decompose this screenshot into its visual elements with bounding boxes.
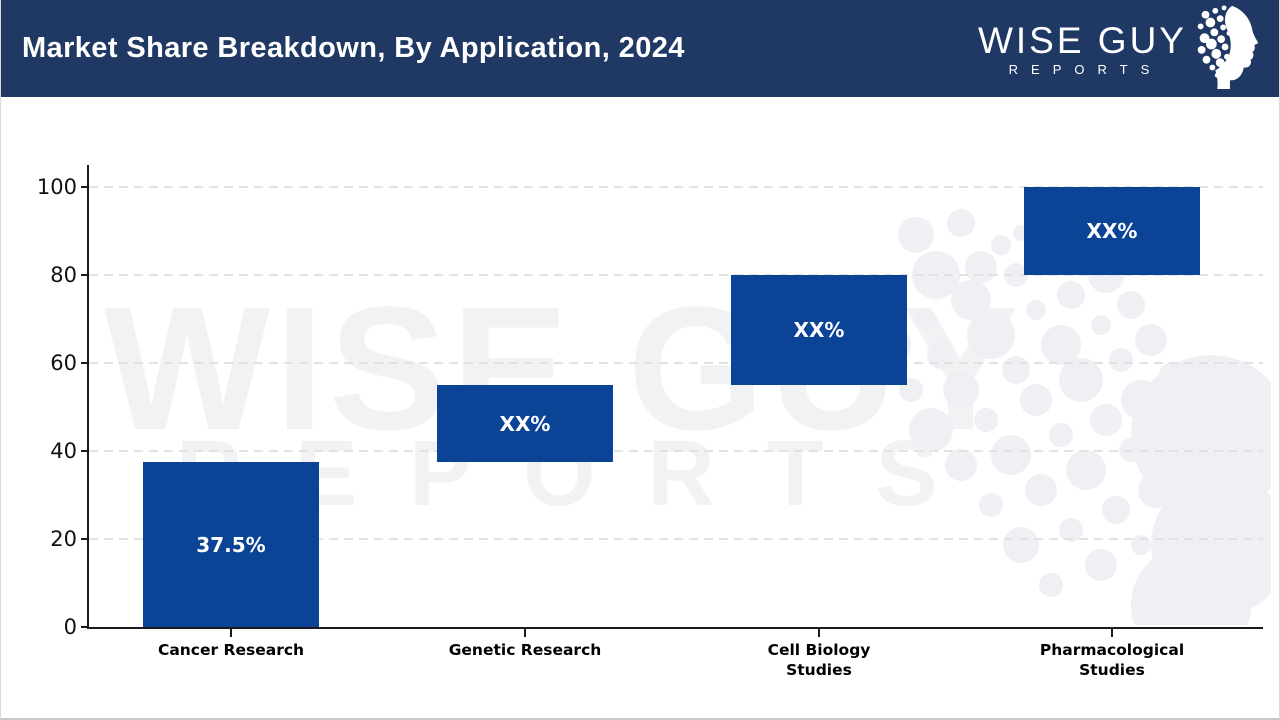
category-label-line: Cancer Research [157,641,305,659]
y-axis-tick-label: 20 [50,527,77,551]
y-tick-mark [81,274,89,276]
category-label-line: Pharmacological [1039,641,1185,659]
bar-pharmacological-studies: XX% [1024,187,1200,275]
chart-title: Market Share Breakdown, By Application, … [22,32,685,64]
x-axis-line [87,627,1263,629]
y-gridline [89,274,1263,276]
x-axis-category-label: Cancer Research [111,640,351,660]
y-axis-tick-label: 100 [36,175,77,199]
bar-value-label: 37.5% [196,532,266,557]
category-label-line: Studies [786,661,852,679]
x-axis-category-label: Pharmacological Studies [992,640,1232,680]
x-axis-category-label: Genetic Research [405,640,645,660]
y-axis-tick-label: 0 [63,615,77,639]
bar-cancer-research: 37.5% [143,462,319,627]
x-tick-mark [1111,629,1113,637]
y-gridline [89,362,1263,364]
bar-value-label: XX% [499,411,551,436]
y-gridline [89,538,1263,540]
category-label-line: Cell Biology [767,641,871,659]
x-tick-mark [230,629,232,637]
bar-value-label: XX% [793,318,845,342]
x-axis-category-label: Cell Biology Studies [699,640,939,680]
y-tick-mark [81,362,89,364]
y-axis-tick-label: 80 [50,263,77,287]
header-band: Market Share Breakdown, By Application, … [1,0,1279,97]
x-tick-mark [524,629,526,637]
category-label-line: Genetic Research [448,641,602,659]
y-tick-mark [81,538,89,540]
wiseguy-logo-text: WISE GUY REPORTS [978,22,1187,76]
bar-cell-biology-studies: XX% [731,275,907,385]
y-gridline [89,450,1263,452]
category-label-line: Studies [1079,661,1145,679]
wiseguy-head-icon [1189,3,1267,94]
bar-value-label: XX% [1086,219,1138,243]
bar-genetic-research: XX% [437,385,613,462]
y-tick-mark [81,626,89,628]
y-axis-tick-label: 60 [50,351,77,375]
wiseguy-logo: WISE GUY REPORTS [978,3,1279,94]
x-tick-mark [818,629,820,637]
y-gridline [89,186,1263,188]
y-tick-mark [81,450,89,452]
wiseguy-logo-wordmark: WISE GUY [977,19,1187,61]
y-tick-mark [81,186,89,188]
wiseguy-logo-subtitle: REPORTS [1008,61,1163,77]
y-axis-tick-label: 40 [50,439,77,463]
y-axis-line [87,165,89,629]
